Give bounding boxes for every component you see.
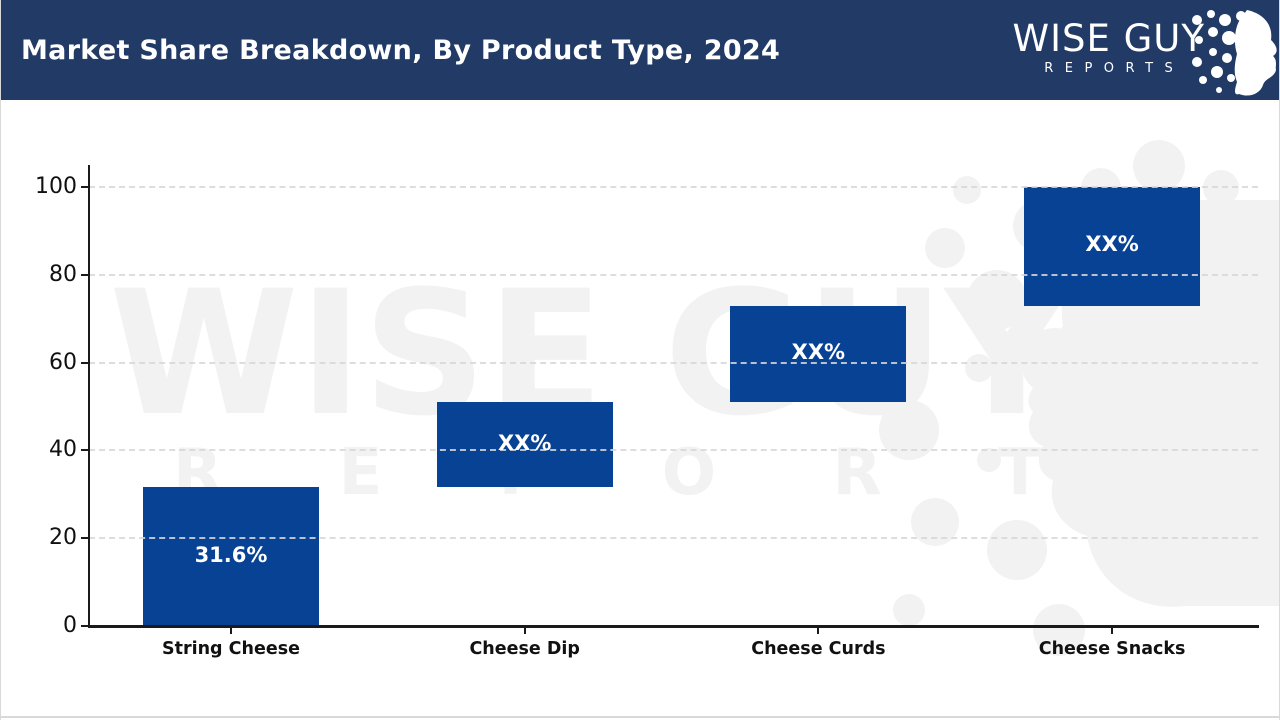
header-bar: Market Share Breakdown, By Product Type,… [1, 0, 1279, 100]
y-axis-line [88, 165, 90, 627]
x-axis-tick [230, 627, 232, 634]
y-axis-tick-label: 100 [35, 174, 77, 199]
y-axis-tick-label: 0 [63, 613, 77, 638]
y-axis-tick [81, 537, 88, 540]
bar-value-label: XX% [1085, 232, 1139, 257]
y-axis-tick [81, 449, 88, 452]
bar-segment [436, 402, 613, 488]
x-axis-line [88, 625, 1259, 628]
y-axis-tick-label: 40 [49, 437, 77, 463]
y-gridline [89, 537, 1258, 540]
bar-segment [1024, 187, 1201, 306]
y-axis-tick [81, 186, 88, 188]
y-gridline [89, 449, 1258, 452]
x-axis-category-label: Cheese Dip [469, 639, 580, 659]
x-axis-tick [523, 627, 526, 634]
x-axis-category-label: Cheese Curds [751, 639, 886, 659]
bar-value-label: XX% [497, 430, 552, 455]
y-gridline [89, 273, 1258, 276]
brand-logo-text: WISE GUY REPORTS [1012, 17, 1205, 77]
x-axis-tick [817, 627, 820, 634]
bar-segment [143, 487, 319, 626]
brand-subname: REPORTS [1044, 61, 1185, 76]
y-axis-tick-label: 20 [49, 525, 77, 551]
y-axis-tick-label: 80 [49, 261, 77, 287]
x-axis-category-label: Cheese Snacks [1038, 639, 1186, 659]
page-title: Market Share Breakdown, By Product Type,… [21, 34, 781, 66]
bar-segment [730, 305, 907, 403]
bottom-border [1, 716, 1279, 718]
bar-value-label: 31.6% [194, 542, 268, 567]
brand-logo: WISE GUY REPORTS [1012, 4, 1277, 96]
x-axis-tick [1111, 627, 1114, 634]
brand-face-icon [1192, 10, 1277, 96]
x-axis-category-label: String Cheese [161, 639, 300, 659]
y-gridline [89, 361, 1258, 364]
brand-name: WISE GUY [1012, 17, 1205, 60]
y-gridline [89, 186, 1258, 188]
y-axis-tick [81, 273, 88, 276]
y-axis-tick [81, 361, 88, 364]
waterfall-chart: 0 20 40 60 80 100 31.6% XX% XX% XX% String Cheese C… [1, 100, 1279, 720]
y-axis-tick-label: 60 [49, 349, 77, 375]
y-axis-tick [81, 625, 88, 627]
bar-value-label: XX% [791, 339, 846, 364]
